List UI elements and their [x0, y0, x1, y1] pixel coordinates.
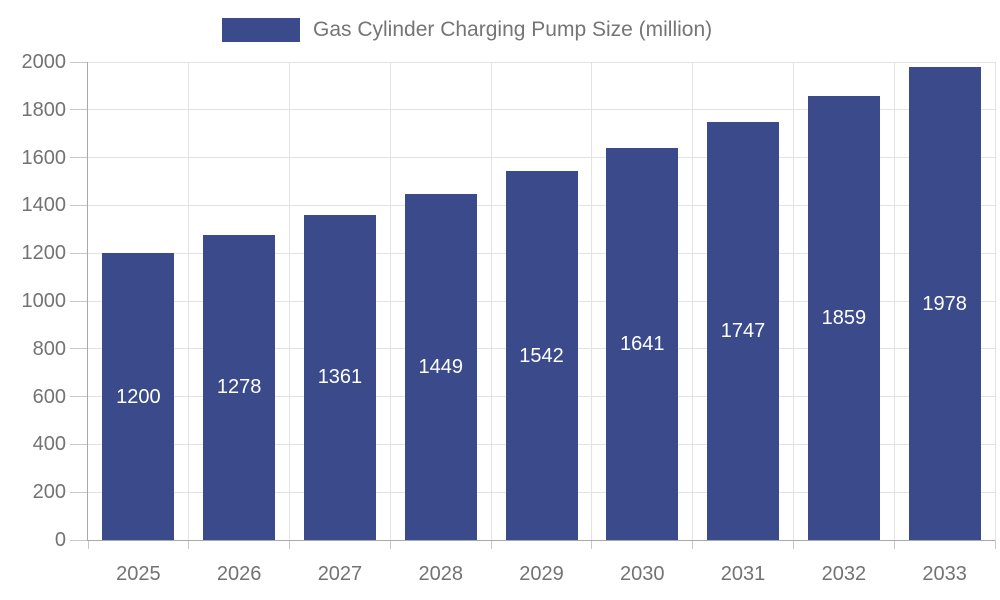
- v-gridline: [289, 62, 291, 540]
- x-tick-label: 2026: [216, 563, 262, 585]
- x-tick: [893, 540, 895, 549]
- x-tick: [87, 540, 89, 549]
- x-tick: [591, 540, 593, 549]
- h-gridline: [88, 61, 995, 63]
- v-gridline: [692, 62, 694, 540]
- x-tick-label: 2033: [922, 563, 967, 585]
- y-tick: [70, 300, 88, 302]
- bar: [203, 234, 276, 540]
- y-tick-label: 1400: [21, 194, 67, 217]
- bar: [102, 253, 175, 540]
- x-tick-label: 2030: [620, 563, 665, 585]
- v-gridline: [490, 62, 492, 540]
- v-gridline: [389, 62, 391, 540]
- y-tick-label: 400: [32, 433, 66, 456]
- y-tick: [70, 348, 88, 350]
- x-tick-label: 2032: [821, 563, 867, 585]
- y-tick-label: 0: [54, 529, 66, 551]
- h-gridline: [88, 157, 995, 159]
- h-gridline: [88, 109, 995, 111]
- v-gridline: [188, 62, 190, 540]
- bar-value-label: 1278: [216, 376, 262, 399]
- v-gridline: [994, 62, 996, 540]
- y-tick-label: 2000: [21, 51, 67, 73]
- x-tick-label: 2025: [116, 563, 161, 585]
- x-tick: [188, 540, 190, 549]
- y-tick-label: 1600: [21, 146, 67, 169]
- bar-value-label: 1361: [317, 366, 363, 389]
- v-gridline: [591, 62, 593, 540]
- x-tick-label: 2027: [317, 563, 363, 585]
- bar: [707, 122, 780, 540]
- y-tick-label: 1200: [21, 242, 67, 265]
- x-tick: [490, 540, 492, 549]
- bar: [303, 214, 376, 540]
- y-tick: [70, 109, 88, 111]
- x-tick-label: 2031: [720, 563, 766, 585]
- x-tick-label: 2029: [519, 563, 564, 585]
- y-tick-label: 600: [32, 385, 66, 408]
- legend-label: Gas Cylinder Charging Pump Size (million…: [313, 18, 713, 41]
- x-tick: [692, 540, 694, 549]
- bar: [606, 147, 679, 540]
- y-tick-label: 800: [32, 337, 66, 360]
- x-tick-label: 2028: [418, 563, 463, 585]
- y-tick: [70, 252, 88, 254]
- x-tick: [289, 540, 291, 549]
- legend-swatch: [222, 18, 300, 42]
- legend-item[interactable]: Gas Cylinder Charging Pump Size (million…: [222, 18, 712, 42]
- v-gridline: [893, 62, 895, 540]
- y-tick: [70, 396, 88, 398]
- bar-value-label: 1200: [116, 385, 161, 408]
- bar: [807, 95, 880, 540]
- bar-value-label: 1542: [519, 344, 564, 367]
- x-tick: [994, 540, 996, 549]
- v-gridline: [792, 62, 794, 540]
- y-tick-label: 1000: [21, 290, 67, 312]
- x-tick: [389, 540, 391, 549]
- y-axis-line: [87, 62, 88, 541]
- y-tick-label: 1800: [21, 98, 67, 121]
- bar-value-label: 1641: [620, 332, 665, 355]
- bar-value-label: 1747: [720, 320, 766, 343]
- y-tick: [70, 204, 88, 206]
- y-tick: [70, 491, 88, 493]
- bar: [908, 67, 981, 540]
- y-tick: [70, 61, 88, 63]
- x-axis-line: [87, 540, 995, 541]
- bar-value-label: 1978: [922, 292, 967, 315]
- y-tick: [70, 157, 88, 159]
- y-tick: [70, 443, 88, 445]
- y-tick: [70, 539, 88, 541]
- y-tick-label: 200: [32, 481, 66, 504]
- bar-value-label: 1859: [821, 306, 867, 329]
- x-tick: [792, 540, 794, 549]
- bar: [505, 171, 578, 540]
- bar: [404, 193, 477, 540]
- bar-value-label: 1449: [418, 355, 463, 378]
